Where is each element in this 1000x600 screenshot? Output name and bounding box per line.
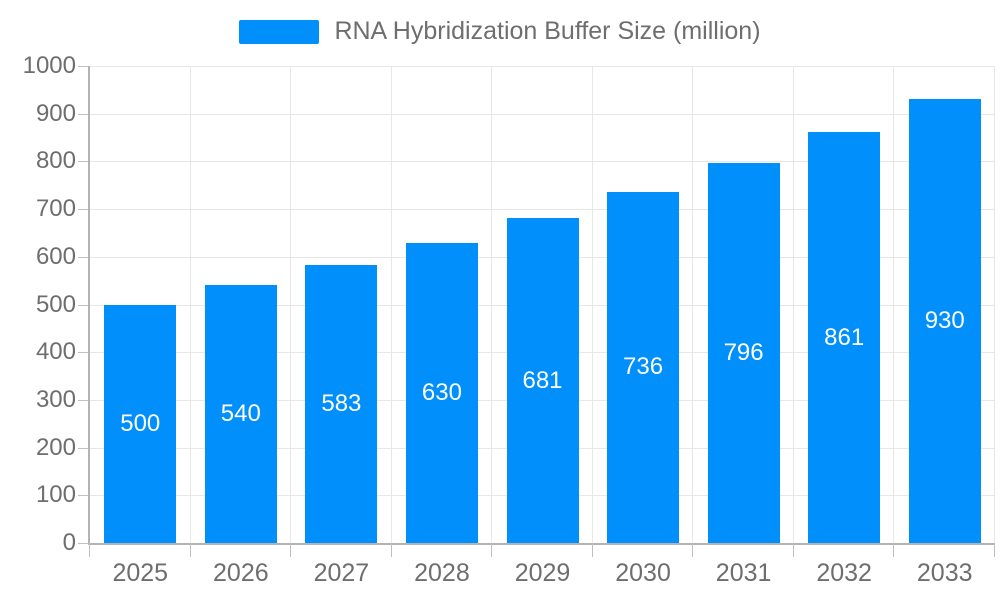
x-axis-tick [189,543,191,557]
x-axis-label: 2032 [816,559,872,587]
y-axis-label: 500 [35,290,76,318]
y-axis-tick [78,256,88,258]
y-axis-tick [78,161,88,163]
y-gridline [90,66,995,67]
y-axis-tick [78,495,88,497]
y-axis-label: 200 [35,433,76,461]
y-axis-tick [78,447,88,449]
y-axis-label: 600 [35,242,76,270]
y-axis-label: 100 [35,481,76,509]
x-axis-tick [89,543,90,557]
y-axis-tick [78,352,88,354]
y-axis-label: 300 [35,385,76,413]
x-gridline [390,66,392,543]
x-axis-label: 2029 [514,559,571,587]
bar-2031[interactable]: 796 [707,163,780,543]
y-axis-tick [78,543,88,544]
x-axis-label: 2031 [715,559,772,587]
bar-2030[interactable]: 736 [607,191,680,543]
y-axis-label: 1000 [22,52,76,79]
bar-2033[interactable]: 930 [908,99,981,543]
y-axis-tick [78,66,88,67]
x-gridline [792,66,794,543]
y-axis-label: 400 [35,338,76,366]
x-gridline [491,66,493,543]
legend-label: RNA Hybridization Buffer Size (million) [334,17,761,45]
y-axis-label: 900 [35,99,76,127]
x-gridline [591,66,593,543]
x-axis-tick [591,543,593,557]
x-axis-tick [290,543,292,557]
x-axis-label: 2030 [615,559,671,587]
plot-area: 0 100 200 300 400 500 600 700 800 900 1000 500 2025 5… [23,52,995,587]
bar-value-label: 540 [220,400,261,428]
x-axis-label: 2028 [414,559,470,587]
legend-item[interactable]: RNA Hybridization Buffer Size (million) [0,17,1000,46]
x-axis-tick [994,543,995,557]
legend-swatch-icon [239,19,320,44]
bar-value-label: 630 [421,378,462,406]
x-axis-label: 2027 [313,559,370,587]
x-gridline [893,66,895,543]
x-axis-tick [893,543,895,557]
y-gridline [90,209,995,211]
y-gridline [90,113,995,115]
y-axis-tick [78,113,88,115]
x-axis-tick [792,543,794,557]
bar-2032[interactable]: 861 [808,132,881,543]
x-gridline [692,66,694,543]
bar-value-label: 861 [824,323,865,351]
x-axis-label: 2025 [112,559,169,587]
y-axis-label: 700 [35,195,76,223]
x-gridline [189,66,191,543]
y-axis-tick [78,304,88,306]
y-gridline [90,161,995,163]
x-gridline [994,66,995,543]
y-axis-tick [78,399,88,401]
bar-value-label: 681 [522,366,563,394]
x-axis-tick [692,543,694,557]
y-axis-tick [78,209,88,211]
y-axis-label: 800 [35,147,76,175]
bar-2027[interactable]: 583 [305,264,378,543]
x-axis-tick [390,543,392,557]
x-axis-label: 2033 [916,559,973,587]
x-axis-tick [491,543,493,557]
bar-2028[interactable]: 630 [405,242,478,543]
x-axis-label: 2026 [213,559,269,587]
bar-2026[interactable]: 540 [204,285,277,543]
bar-value-label: 796 [723,339,764,367]
bar-2029[interactable]: 681 [506,218,579,543]
x-gridline [290,66,292,543]
bar-value-label: 930 [924,307,965,335]
y-axis-label: 0 [62,529,76,556]
bar-value-label: 736 [623,353,664,381]
bar-value-label: 583 [321,389,362,417]
bar-value-label: 500 [120,409,161,437]
bar-2025[interactable]: 500 [104,304,177,543]
